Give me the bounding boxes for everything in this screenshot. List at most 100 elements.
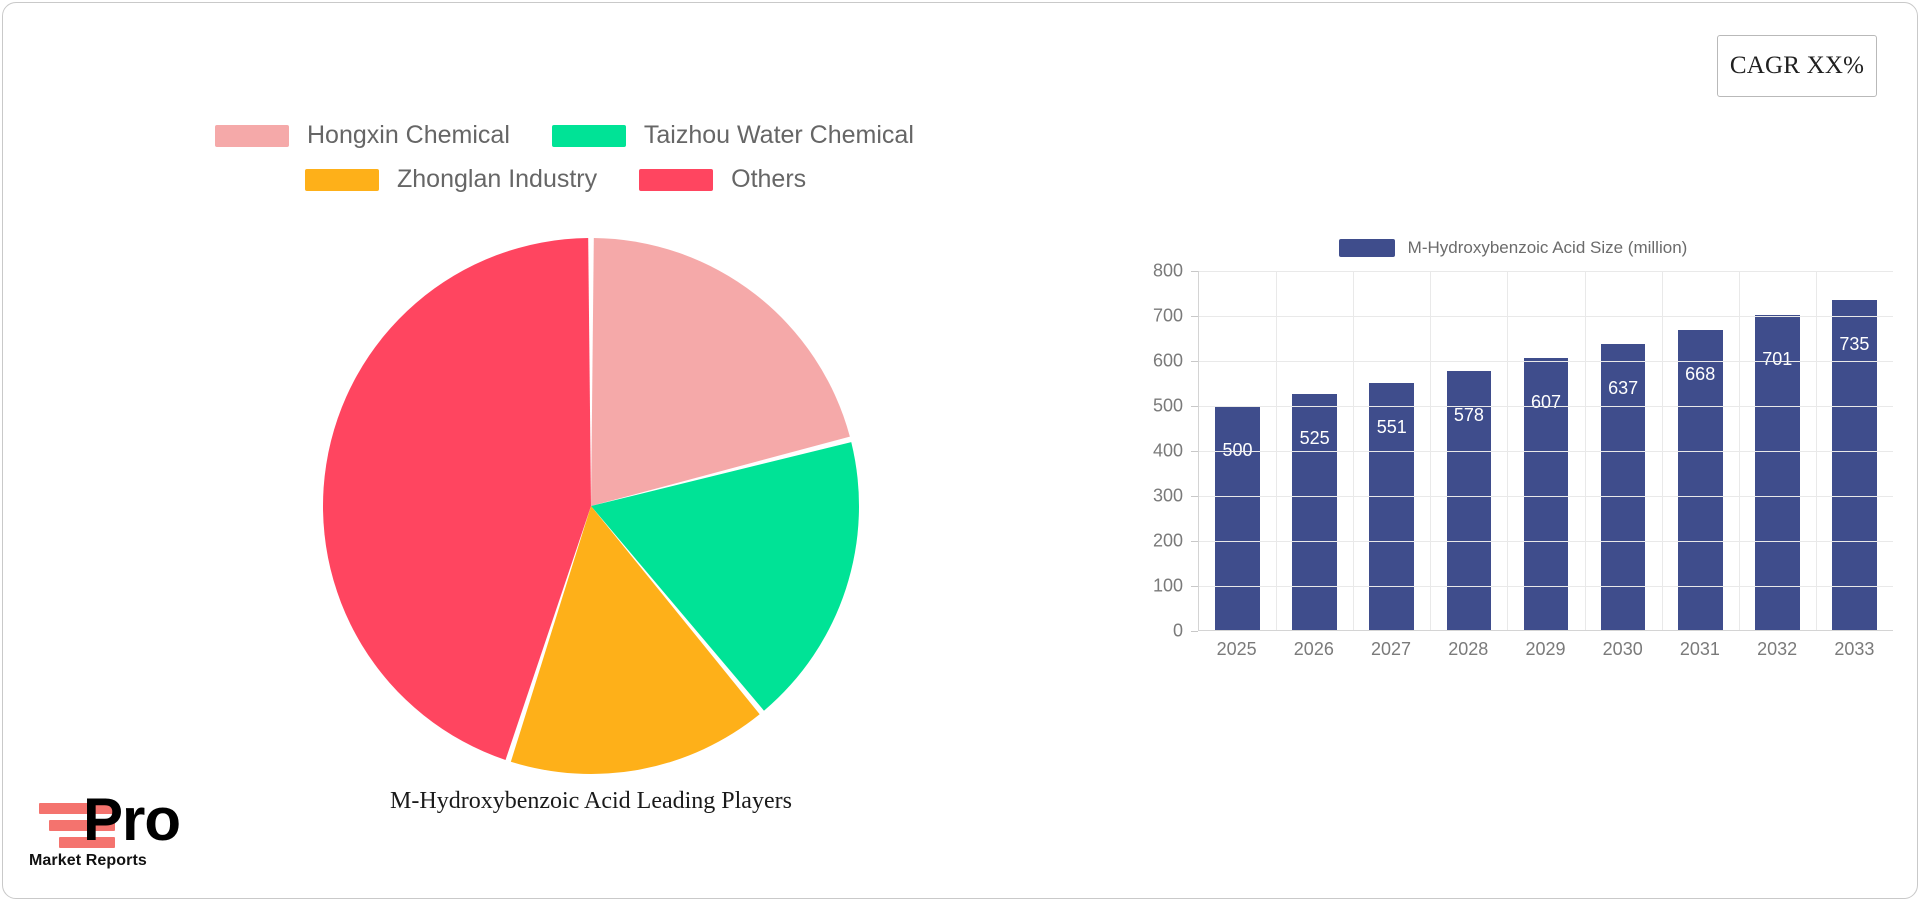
y-axis-tick-label: 300 — [1152, 485, 1183, 506]
x-axis-tick-label: 2030 — [1602, 639, 1643, 659]
bar[interactable]: 607 — [1523, 357, 1569, 630]
bar-series: 500 525 551 578 607 637 668 701 735 — [1199, 271, 1893, 630]
pie-slice[interactable] — [591, 238, 850, 506]
pie-legend-item[interactable]: Taizhou Water Chemical — [551, 121, 914, 150]
bar[interactable]: 637 — [1600, 344, 1646, 630]
pie-slice[interactable] — [510, 506, 760, 775]
gridline-vertical — [1738, 271, 1740, 630]
gridline-vertical — [1584, 271, 1586, 630]
x-axis-tick-label: 2026 — [1293, 639, 1334, 659]
bar-legend-label: M-Hydroxybenzoic Acid Size (million) — [1407, 238, 1688, 257]
bar[interactable]: 525 — [1292, 394, 1338, 630]
gridline-horizontal — [1199, 586, 1893, 587]
bar[interactable]: 668 — [1677, 330, 1723, 630]
pie-chart — [321, 236, 861, 776]
gridline-vertical — [1661, 271, 1663, 630]
logo-bar-icon — [49, 820, 115, 831]
gridline-vertical — [1353, 271, 1355, 630]
y-axis-tick-mark — [1191, 631, 1198, 632]
x-axis-tick-label: 2025 — [1216, 639, 1257, 659]
pie-legend-label: Taizhou Water Chemical — [643, 121, 914, 149]
bar-value-label: 500 — [1222, 439, 1253, 460]
pie-legend-label: Hongxin Chemical — [307, 121, 510, 149]
bar-legend-swatch — [1338, 239, 1395, 257]
pie-slice[interactable] — [322, 238, 591, 760]
y-axis-tick-mark — [1191, 406, 1198, 407]
pie-chart-panel: Hongxin Chemical Taizhou Water Chemical Zh… — [3, 3, 1103, 900]
bar-slot: 525 — [1276, 271, 1353, 630]
bar-value-label: 578 — [1453, 404, 1484, 425]
pie-legend-label: Others — [731, 165, 807, 193]
bar-value-label: 735 — [1839, 334, 1870, 355]
bar[interactable]: 551 — [1369, 382, 1415, 630]
bar-slot: 735 — [1816, 271, 1893, 630]
bar-legend: M-Hydroxybenzoic Acid Size (million) — [1133, 233, 1893, 263]
gridline-horizontal — [1199, 496, 1893, 497]
y-axis: 0 100 200 300 400 500 600 700 800 — [1133, 261, 1198, 641]
gridline-horizontal — [1199, 361, 1893, 362]
plot-area: 500 525 551 578 607 637 668 701 735 — [1198, 271, 1893, 631]
pie-legend-swatch — [215, 124, 289, 147]
bar[interactable]: 500 — [1215, 405, 1260, 630]
y-axis-tick-mark — [1191, 361, 1198, 362]
pie-legend-item[interactable]: Hongxin Chemical — [215, 121, 510, 150]
bar-value-label: 637 — [1608, 378, 1639, 399]
bar-chart-panel: M-Hydroxybenzoic Acid Size (million) 0 10… — [1133, 233, 1893, 693]
y-axis-tick-label: 600 — [1152, 350, 1183, 371]
y-axis-tick-mark — [1191, 586, 1198, 587]
pie-legend: Hongxin Chemical Taizhou Water Chemical Zh… — [153, 121, 953, 209]
gridline-vertical — [1430, 271, 1432, 630]
bar-value-label: 525 — [1299, 428, 1330, 449]
y-axis-tick-mark — [1191, 271, 1198, 272]
bar[interactable]: 578 — [1446, 370, 1492, 630]
bar[interactable]: 701 — [1754, 315, 1800, 630]
pie-legend-item[interactable]: Others — [639, 165, 806, 194]
x-axis: 2025 2026 2027 2028 2029 2030 2031 2032 2033 — [1198, 639, 1893, 660]
bar-value-label: 701 — [1762, 349, 1793, 370]
pie-svg — [322, 238, 859, 775]
pie-legend-label: Zhonglan Industry — [397, 165, 598, 193]
logo: Pro Market Reports — [27, 786, 181, 876]
bar-plot: 0 100 200 300 400 500 600 700 800 500 525 551 578 60… — [1133, 261, 1893, 659]
y-axis-tick-mark — [1191, 541, 1198, 542]
gridline-horizontal — [1199, 541, 1893, 542]
pie-legend-item[interactable]: Zhonglan Industry — [305, 165, 597, 194]
pie-legend-row: Hongxin Chemical Taizhou Water Chemical — [153, 121, 953, 150]
pie-legend-swatch — [639, 168, 714, 191]
logo-bar-icon — [59, 837, 115, 848]
y-axis-tick-mark — [1191, 496, 1198, 497]
y-axis-tick-label: 100 — [1152, 575, 1183, 596]
y-axis-tick-label: 500 — [1152, 395, 1183, 416]
y-axis-tick-label: 800 — [1152, 260, 1183, 281]
bar-slot: 500 — [1199, 271, 1276, 630]
x-axis-tick-label: 2032 — [1757, 639, 1798, 659]
bar-slot: 637 — [1585, 271, 1662, 630]
gridline-vertical — [1815, 271, 1817, 630]
y-axis-tick-label: 400 — [1152, 440, 1183, 461]
gridline-horizontal — [1199, 316, 1893, 317]
cagr-badge: CAGR XX% — [1717, 35, 1877, 97]
bar-slot: 551 — [1353, 271, 1430, 630]
bar-value-label: 668 — [1685, 364, 1716, 385]
pie-legend-row: Zhonglan Industry Others — [153, 165, 953, 194]
gridline-vertical — [1507, 271, 1509, 630]
x-axis-tick-label: 2027 — [1371, 639, 1412, 659]
bar-slot: 607 — [1507, 271, 1584, 630]
bar-slot: 701 — [1739, 271, 1816, 630]
bar-value-label: 607 — [1530, 391, 1561, 412]
gridline-horizontal — [1199, 271, 1893, 272]
logo-mark-icon: Pro — [27, 786, 181, 853]
pie-legend-swatch — [551, 124, 626, 147]
logo-wordmark: Pro — [83, 786, 181, 853]
pie-slice[interactable] — [591, 442, 859, 711]
x-axis-tick-label: 2029 — [1525, 639, 1566, 659]
y-axis-tick-mark — [1191, 451, 1198, 452]
pie-legend-swatch — [305, 168, 379, 191]
x-axis-tick-label: 2033 — [1834, 639, 1875, 659]
x-axis-tick-label: 2028 — [1448, 639, 1489, 659]
bar[interactable]: 735 — [1832, 300, 1877, 630]
gridline-horizontal — [1199, 451, 1893, 452]
bar-slot: 668 — [1662, 271, 1739, 630]
y-axis-tick-label: 0 — [1172, 620, 1183, 641]
